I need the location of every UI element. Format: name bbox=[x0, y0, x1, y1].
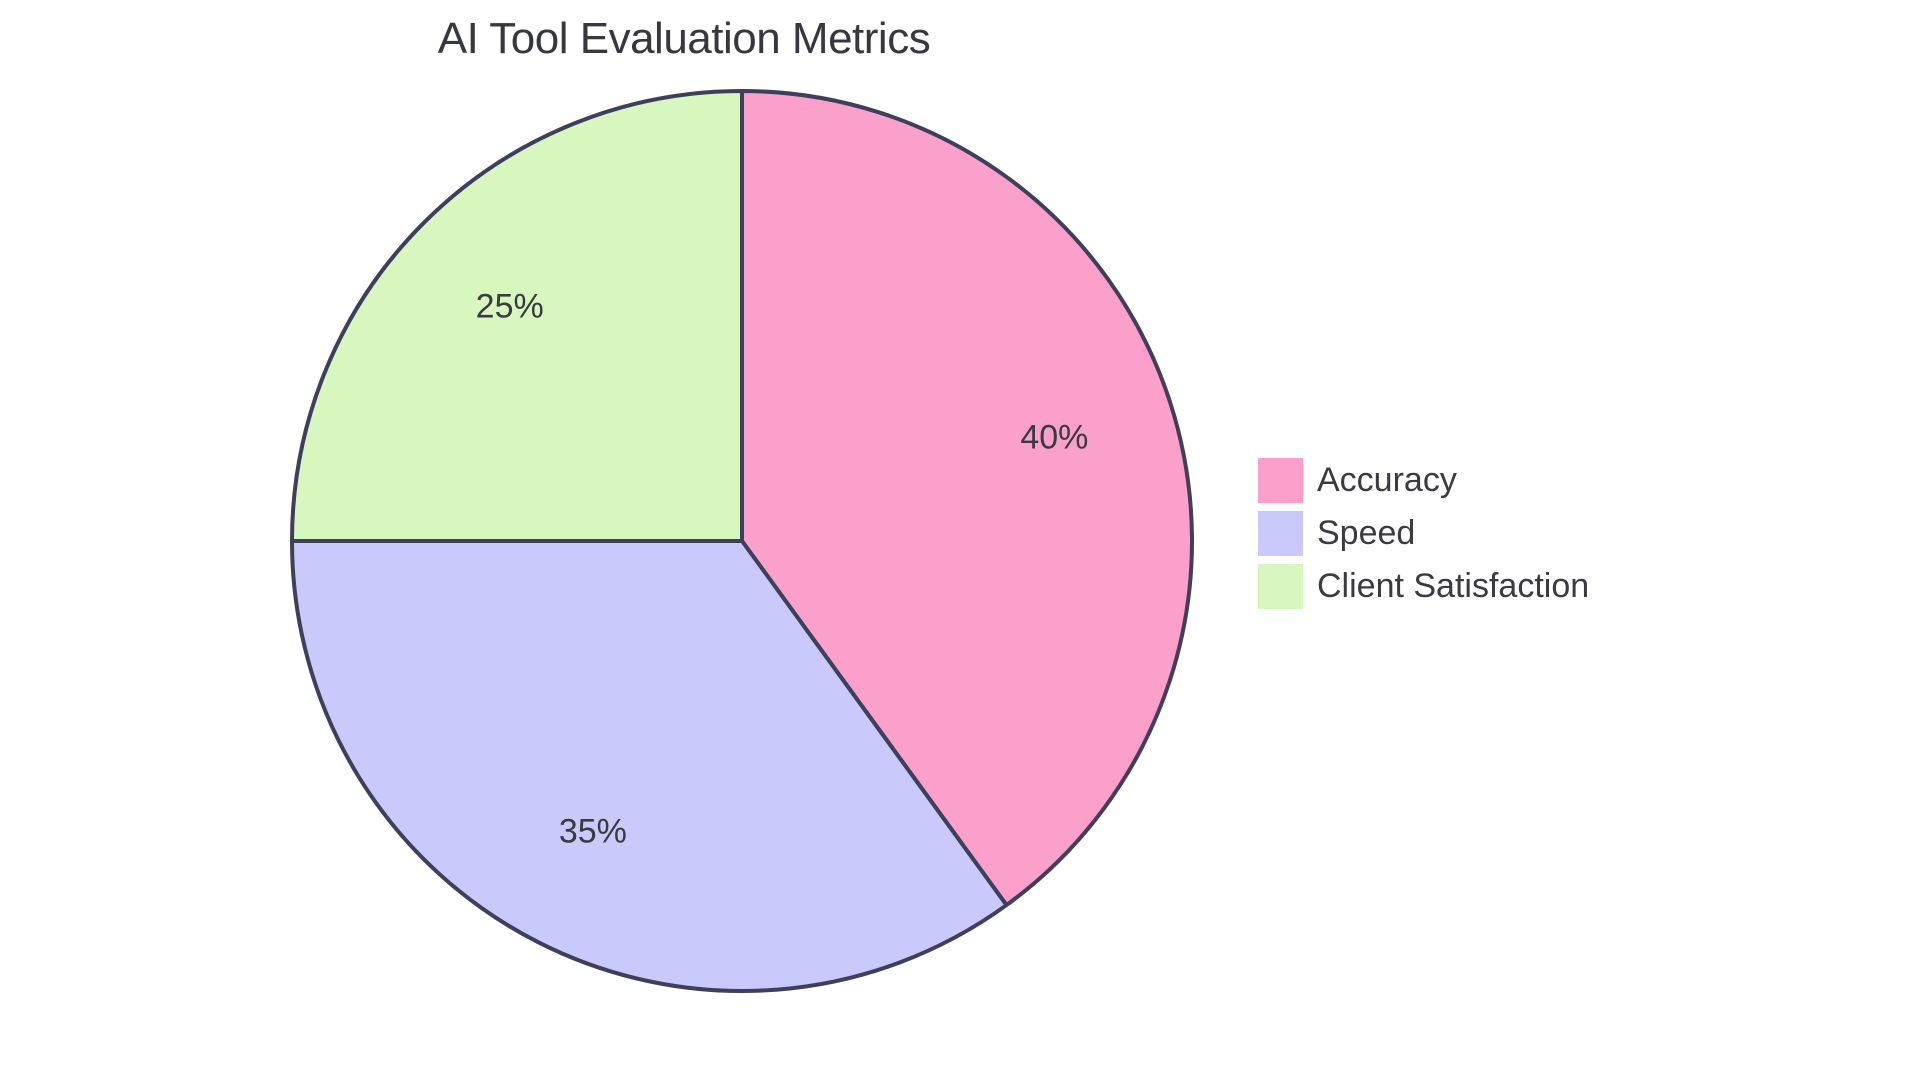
legend-swatch-accuracy bbox=[1258, 458, 1303, 503]
legend-label-client-satisfaction: Client Satisfaction bbox=[1317, 567, 1590, 605]
legend: Accuracy Speed Client Satisfaction bbox=[1258, 458, 1589, 609]
pie-slice-label-speed: 35% bbox=[559, 813, 627, 851]
pie-slice-client-satisfaction bbox=[290, 89, 744, 543]
legend-swatch-speed bbox=[1258, 511, 1303, 556]
pie-slice-label-client-satisfaction: 25% bbox=[476, 288, 544, 326]
legend-swatch-client-satisfaction bbox=[1258, 564, 1303, 609]
chart-title: AI Tool Evaluation Metrics bbox=[437, 14, 931, 63]
legend-item-client-satisfaction: Client Satisfaction bbox=[1258, 564, 1589, 609]
pie-slice-speed bbox=[290, 539, 1009, 993]
pie-slice-label-accuracy: 40% bbox=[1020, 418, 1088, 456]
legend-item-accuracy: Accuracy bbox=[1258, 458, 1589, 503]
legend-label-accuracy: Accuracy bbox=[1317, 461, 1457, 499]
pie-slice-accuracy bbox=[740, 89, 1194, 908]
legend-item-speed: Speed bbox=[1258, 511, 1589, 556]
legend-label-speed: Speed bbox=[1317, 514, 1416, 552]
